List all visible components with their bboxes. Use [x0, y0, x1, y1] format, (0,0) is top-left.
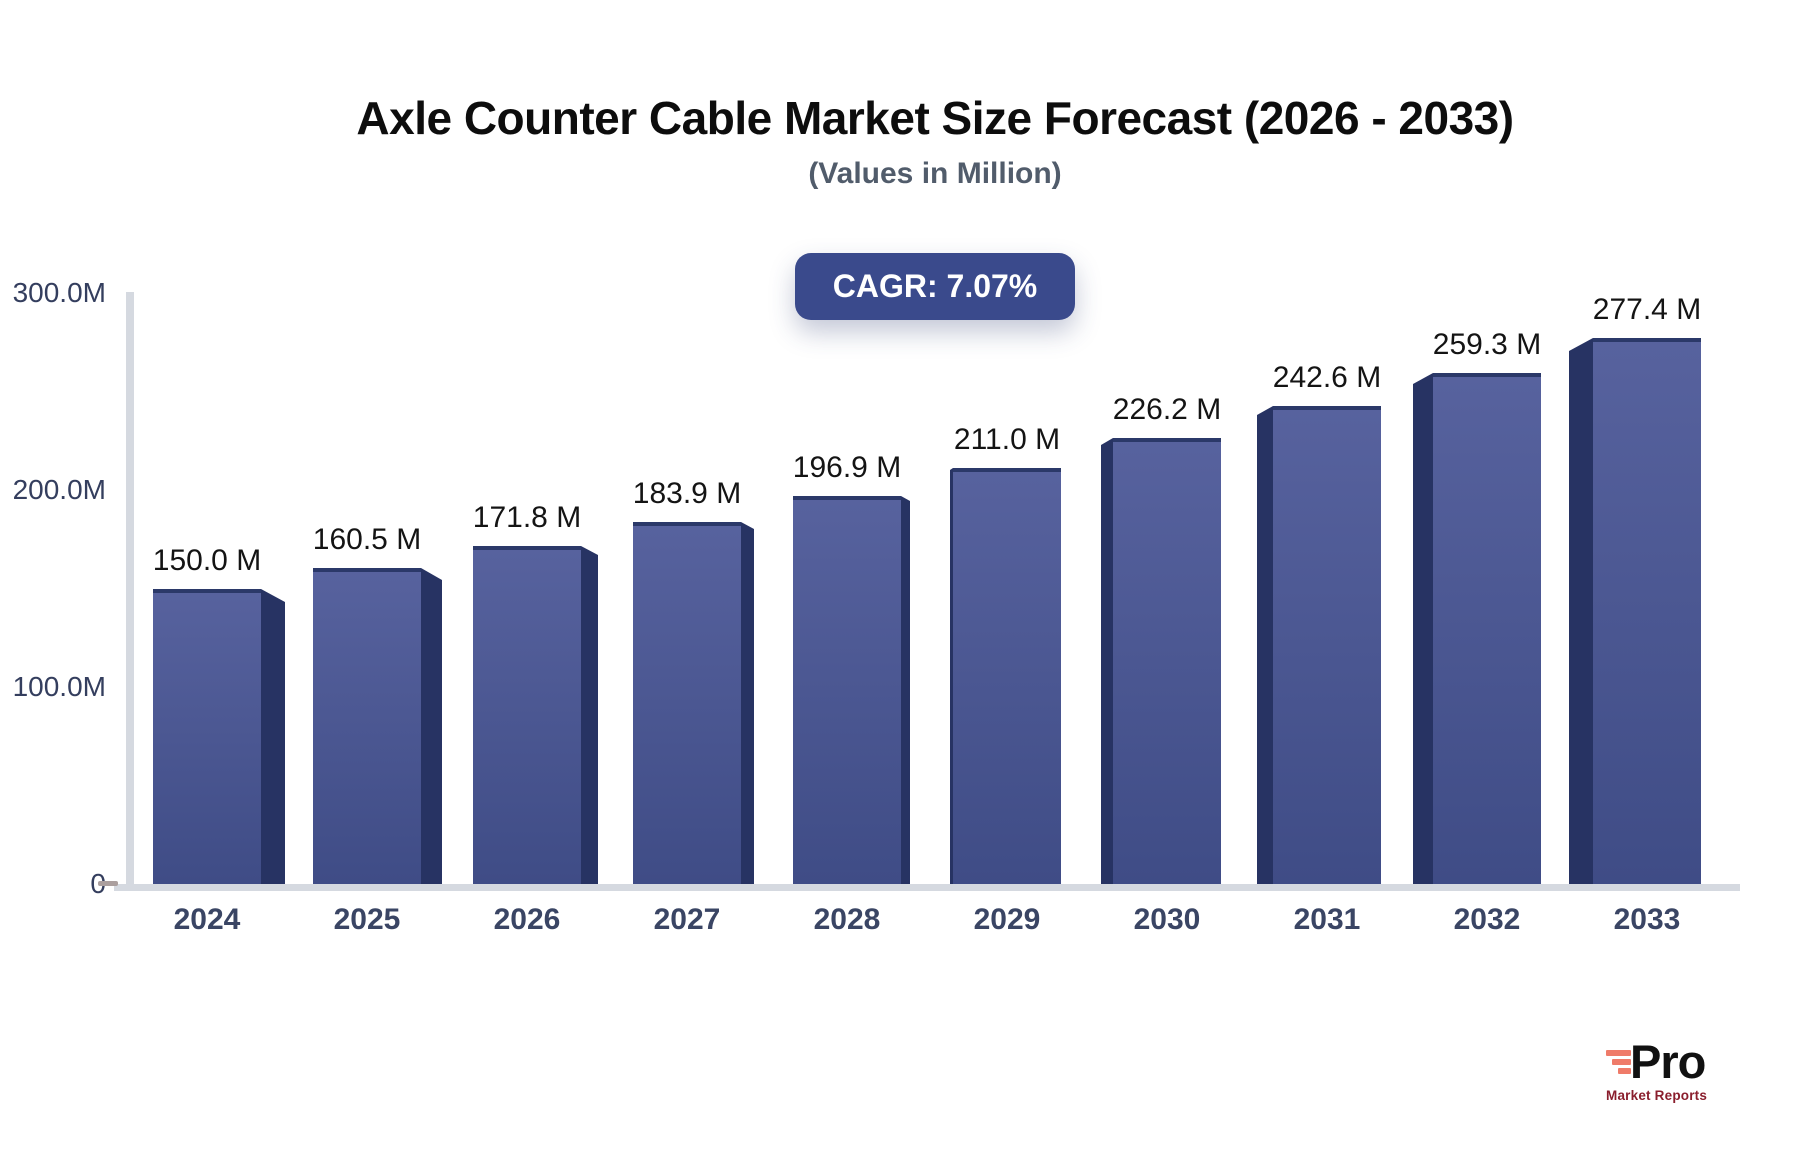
- bar-value-label: 150.0 M: [152, 544, 262, 577]
- x-tick-label: 2032: [1453, 903, 1521, 936]
- bar-side-face: [421, 568, 442, 884]
- bar-side-face: [1101, 438, 1113, 884]
- bar: [1113, 438, 1221, 884]
- y-tick-label: 100.0M: [12, 671, 106, 702]
- bar-side-face: [1257, 406, 1273, 884]
- bar-value-label: 171.8 M: [472, 501, 582, 534]
- x-tick-label: 2033: [1613, 903, 1681, 936]
- zero-tick-mark: [98, 881, 118, 886]
- chart-subtitle: (Values in Million): [808, 156, 1062, 190]
- bar: [313, 568, 421, 884]
- x-tick-label: 2029: [973, 903, 1041, 936]
- bar-side-face: [261, 589, 285, 884]
- bar: [793, 496, 901, 884]
- bar: [1273, 406, 1381, 884]
- bar-side-face: [1413, 373, 1433, 884]
- logo-text: Pro: [1630, 1035, 1706, 1088]
- bar-value-label: 226.2 M: [1112, 393, 1222, 426]
- bar: [953, 468, 1061, 884]
- brand-logo: Pro Market Reports: [1606, 1035, 1746, 1103]
- bar-value-label: 183.9 M: [632, 477, 742, 510]
- bar-side-face: [741, 522, 754, 884]
- bar: [633, 522, 741, 884]
- chart-header: Axle Counter Cable Market Size Forecast …: [130, 92, 1740, 191]
- bar-value-label: 259.3 M: [1432, 328, 1542, 361]
- y-tick-label: 300.0M: [12, 277, 106, 308]
- x-tick-label: 2028: [813, 903, 881, 936]
- logo-subtext: Market Reports: [1606, 1087, 1708, 1103]
- x-tick-label: 2026: [493, 903, 561, 936]
- x-axis-line: [114, 884, 1740, 891]
- bar: [473, 546, 581, 884]
- bar: [1593, 338, 1701, 884]
- page-title: Axle Counter Cable Market Size Forecast …: [356, 92, 1514, 144]
- cagr-badge: CAGR: 7.07%: [794, 253, 1076, 320]
- bar-value-label: 196.9 M: [792, 451, 902, 484]
- bar-value-label: 242.6 M: [1272, 361, 1382, 394]
- bar-value-label: 160.5 M: [312, 523, 422, 556]
- x-tick-label: 2025: [333, 903, 401, 936]
- bar: [153, 589, 261, 884]
- y-tick-label: 200.0M: [12, 474, 106, 505]
- bar-side-face: [1569, 338, 1593, 884]
- x-tick-label: 2031: [1293, 903, 1361, 936]
- bar-side-face: [901, 496, 910, 884]
- cagr-badge-row: CAGR: 7.07%: [130, 253, 1740, 320]
- x-tick-label: 2024: [173, 903, 241, 936]
- y-axis-line: [126, 292, 134, 890]
- y-tick-label: 0: [0, 867, 106, 901]
- x-tick-label: 2027: [653, 903, 721, 936]
- bar-value-label: 277.4 M: [1592, 293, 1702, 326]
- bar-side-face: [581, 546, 598, 884]
- logo-row: Pro: [1606, 1035, 1746, 1088]
- logo-stripes-icon: [1606, 1050, 1631, 1074]
- bar-value-label: 211.0 M: [953, 423, 1061, 456]
- x-tick-label: 2030: [1133, 903, 1201, 936]
- bar-side-face: [950, 468, 953, 884]
- bar: [1433, 373, 1541, 884]
